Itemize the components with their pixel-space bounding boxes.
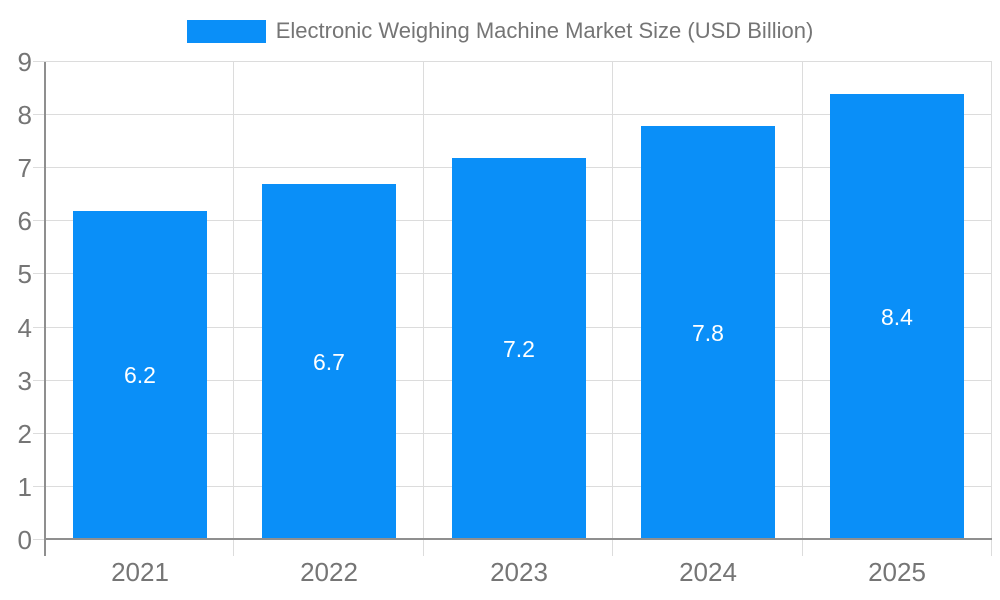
y-axis-tick — [33, 539, 45, 540]
bar-2024[interactable]: 7.8 — [641, 126, 775, 540]
y-axis-tick-label: 0 — [17, 525, 32, 555]
bar-value-label: 6.7 — [313, 348, 345, 375]
bar-2025[interactable]: 8.4 — [830, 94, 964, 540]
x-axis-tick — [991, 540, 992, 556]
bar-2023[interactable]: 7.2 — [452, 158, 586, 540]
y-axis-tick — [33, 61, 45, 62]
gridline-vertical — [233, 62, 234, 540]
y-axis-line — [44, 62, 46, 556]
bar-value-label: 8.4 — [881, 303, 913, 330]
gridline-vertical — [802, 62, 803, 540]
y-axis-tick-label: 3 — [17, 365, 32, 396]
x-axis-tick — [423, 540, 424, 556]
x-axis-tick-label: 2025 — [868, 557, 926, 587]
bar-value-label: 6.2 — [124, 362, 156, 388]
x-axis-tick — [233, 540, 234, 556]
x-axis-tick — [612, 540, 613, 556]
plot-area: 6.2 6.7 7.2 7.8 8.4 — [33, 61, 992, 556]
y-axis-tick-label: 9 — [17, 47, 32, 77]
bar-2022[interactable]: 6.7 — [262, 184, 396, 540]
gridline-vertical — [423, 62, 424, 540]
x-axis-tick-label: 2024 — [679, 557, 737, 587]
y-axis-tick — [33, 273, 45, 275]
y-axis-tick — [33, 379, 45, 381]
y-axis-tick — [33, 167, 45, 169]
y-axis-tick — [33, 432, 45, 434]
gridline-vertical — [612, 62, 613, 540]
y-axis-tick-label: 2 — [17, 418, 32, 449]
x-axis-tick-label: 2023 — [490, 557, 548, 587]
x-axis-tick — [802, 540, 803, 556]
y-axis-tick — [33, 220, 45, 222]
y-axis-tick-label: 6 — [17, 206, 32, 237]
y-axis-tick-label: 7 — [17, 153, 32, 184]
y-axis-tick-label: 8 — [17, 100, 32, 131]
y-axis-tick-label: 1 — [17, 471, 32, 502]
gridline-horizontal — [45, 114, 992, 116]
bar-value-label: 7.8 — [692, 319, 724, 346]
y-axis-tick-label: 4 — [17, 312, 32, 343]
x-axis-line — [44, 538, 992, 540]
legend[interactable]: Electronic Weighing Machine Market Size … — [0, 16, 1000, 46]
gridline-horizontal — [45, 61, 992, 62]
legend-swatch-icon — [186, 19, 266, 43]
y-axis-tick — [33, 326, 45, 328]
x-axis-tick-label: 2022 — [300, 557, 358, 587]
x-axis-tick-label: 2021 — [111, 557, 169, 587]
y-axis-tick — [33, 114, 45, 116]
y-axis-tick-label: 5 — [17, 259, 32, 290]
bar-2021[interactable]: 6.2 — [73, 211, 207, 540]
bar-value-label: 7.2 — [503, 335, 535, 362]
gridline-vertical — [991, 62, 992, 540]
legend-label: Electronic Weighing Machine Market Size … — [275, 18, 814, 43]
y-axis-tick — [33, 485, 45, 487]
